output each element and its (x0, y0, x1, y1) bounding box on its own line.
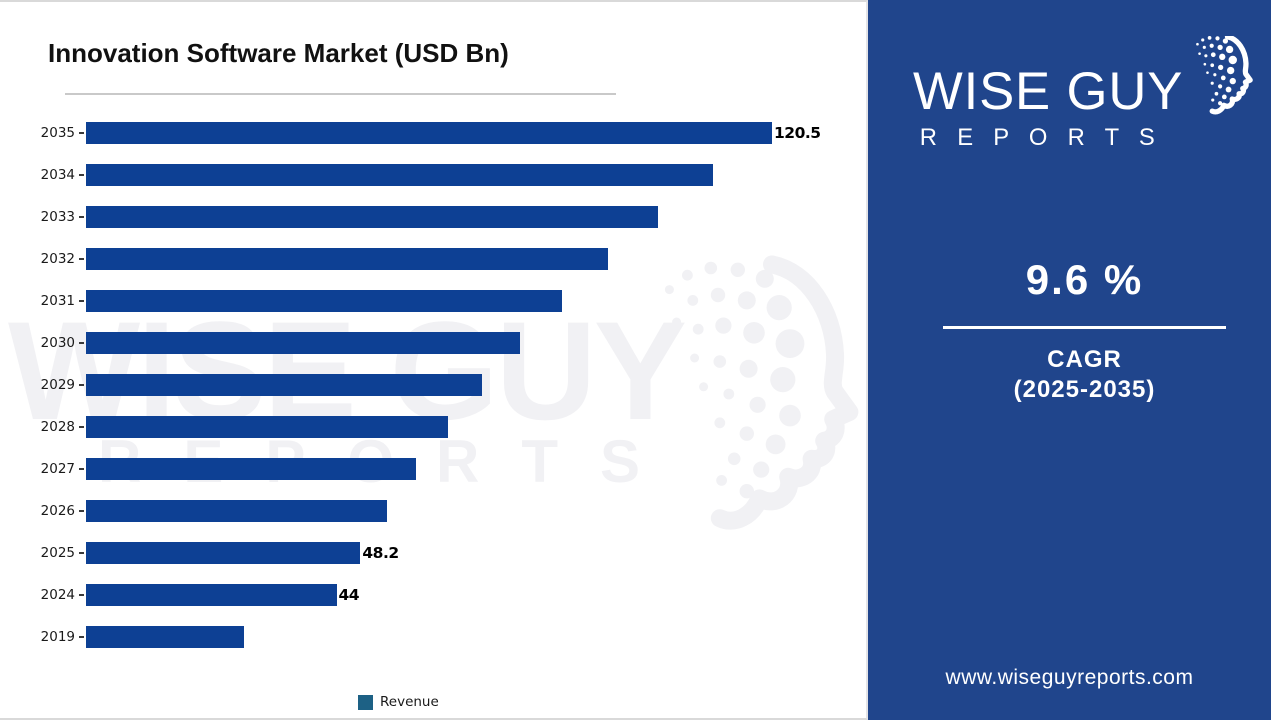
bar-row-2035: 2035 120.5 (0, 112, 866, 154)
y-axis-tick-mark (79, 552, 84, 554)
bar-row-2029: 2029 (0, 364, 866, 406)
y-axis-tick-mark (79, 174, 84, 176)
revenue-bar (86, 248, 608, 270)
dotted-head-icon (1196, 36, 1253, 115)
y-axis-tick-mark (79, 300, 84, 302)
revenue-bar (86, 542, 361, 564)
y-axis-tick-mark (79, 426, 84, 428)
bar-row-2019: 2019 (0, 616, 866, 658)
revenue-bar (86, 332, 521, 354)
legend-swatch (358, 694, 373, 710)
y-axis-tick-label: 2019 (40, 629, 75, 645)
y-axis-tick-label: 2035 (40, 125, 75, 141)
y-axis-tick-mark (79, 216, 84, 218)
y-axis-tick-label: 2028 (40, 419, 75, 435)
bar-row-2031: 2031 (0, 280, 866, 322)
revenue-bar (86, 416, 448, 438)
bar-value-label: 44 (338, 586, 360, 604)
y-axis-tick-label: 2024 (40, 587, 75, 603)
y-axis-tick-mark (79, 510, 84, 512)
y-axis-tick-label: 2026 (40, 503, 75, 519)
legend-label: Revenue (380, 694, 439, 710)
y-axis-tick-label: 2030 (40, 335, 75, 351)
bar-row-2025: 2025 48.2 (0, 532, 866, 574)
revenue-bar (86, 584, 337, 606)
title-underline (65, 93, 616, 95)
revenue-bar (86, 122, 772, 144)
y-axis-tick-mark (79, 258, 84, 260)
revenue-bar (86, 626, 245, 648)
logo-text-line1: WISE GUY (913, 62, 1183, 121)
cagr-divider (943, 326, 1226, 329)
y-axis-tick-label: 2032 (40, 251, 75, 267)
logo-text-line2: R E P O R T S (920, 124, 1162, 151)
bar-row-2028: 2028 (0, 406, 866, 448)
bar-row-2034: 2034 (0, 154, 866, 196)
revenue-bar (86, 206, 658, 228)
y-axis-tick-mark (79, 468, 84, 470)
y-axis-tick-mark (79, 342, 84, 344)
page-title: Innovation Software Market (USD Bn) (48, 38, 509, 68)
revenue-bar (86, 500, 387, 522)
revenue-bar (86, 374, 483, 396)
cagr-period: (2025-2035) (1013, 375, 1156, 403)
bar-value-label: 48.2 (362, 544, 399, 562)
revenue-bar (86, 164, 713, 186)
y-axis-tick-mark (79, 594, 84, 596)
bar-row-2026: 2026 (0, 490, 866, 532)
cagr-block: 9.6 % CAGR (2025-2035) (908, 256, 1261, 405)
bar-row-2027: 2027 (0, 448, 866, 490)
plot-area: 2035 120.5 2034 2033 2032 2031 2030 2029 2028 202… (0, 112, 866, 658)
dotted-head-watermark-icon (664, 255, 859, 530)
y-axis-tick-label: 2029 (40, 377, 75, 393)
website-url: www.wiseguyreports.com (945, 666, 1194, 689)
y-axis-tick-mark (79, 636, 84, 638)
wise-guy-reports-logo: WISE GUY R E P O R T S (913, 36, 1253, 151)
y-axis-tick-mark (79, 132, 84, 134)
sidebar: WISE GUY R E P O R T S 9.6 % CAGR (2025-… (868, 0, 1271, 720)
revenue-bar (86, 458, 416, 480)
y-axis-tick-label: 2027 (40, 461, 75, 477)
y-axis-tick-label: 2033 (40, 209, 75, 225)
y-axis-tick-label: 2034 (40, 167, 75, 183)
cagr-label: CAGR (1047, 345, 1122, 373)
bar-row-2033: 2033 (0, 196, 866, 238)
bar-row-2030: 2030 (0, 322, 866, 364)
bar-row-2032: 2032 (0, 238, 866, 280)
revenue-bar (86, 290, 562, 312)
y-axis-tick-label: 2025 (40, 545, 75, 561)
bar-value-label: 120.5 (774, 124, 821, 142)
y-axis-tick-mark (79, 384, 84, 386)
cagr-value: 9.6 % (1025, 256, 1144, 303)
bar-row-2024: 2024 44 (0, 574, 866, 616)
y-axis-tick-label: 2031 (40, 293, 75, 309)
chart-legend: Revenue (358, 694, 439, 710)
